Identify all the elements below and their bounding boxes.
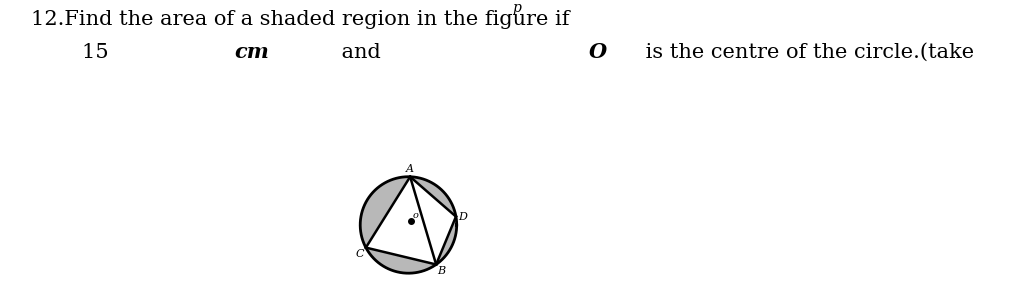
Text: D: D: [458, 212, 467, 222]
Text: p: p: [513, 1, 521, 15]
Text: cm: cm: [234, 42, 269, 62]
Text: 12.Find the area of a shaded region in the figure if: 12.Find the area of a shaded region in t…: [31, 10, 575, 29]
Text: is the centre of the circle.(take: is the centre of the circle.(take: [639, 43, 981, 62]
Polygon shape: [366, 177, 457, 273]
Text: O: O: [589, 42, 607, 62]
Polygon shape: [411, 177, 456, 264]
Polygon shape: [360, 177, 457, 273]
Text: o: o: [413, 211, 418, 220]
Polygon shape: [366, 177, 436, 264]
Text: 15: 15: [82, 43, 115, 62]
Text: B: B: [437, 266, 445, 276]
Polygon shape: [366, 248, 436, 273]
Text: A: A: [407, 164, 414, 174]
Text: C: C: [355, 249, 364, 259]
Text: and: and: [336, 43, 388, 62]
